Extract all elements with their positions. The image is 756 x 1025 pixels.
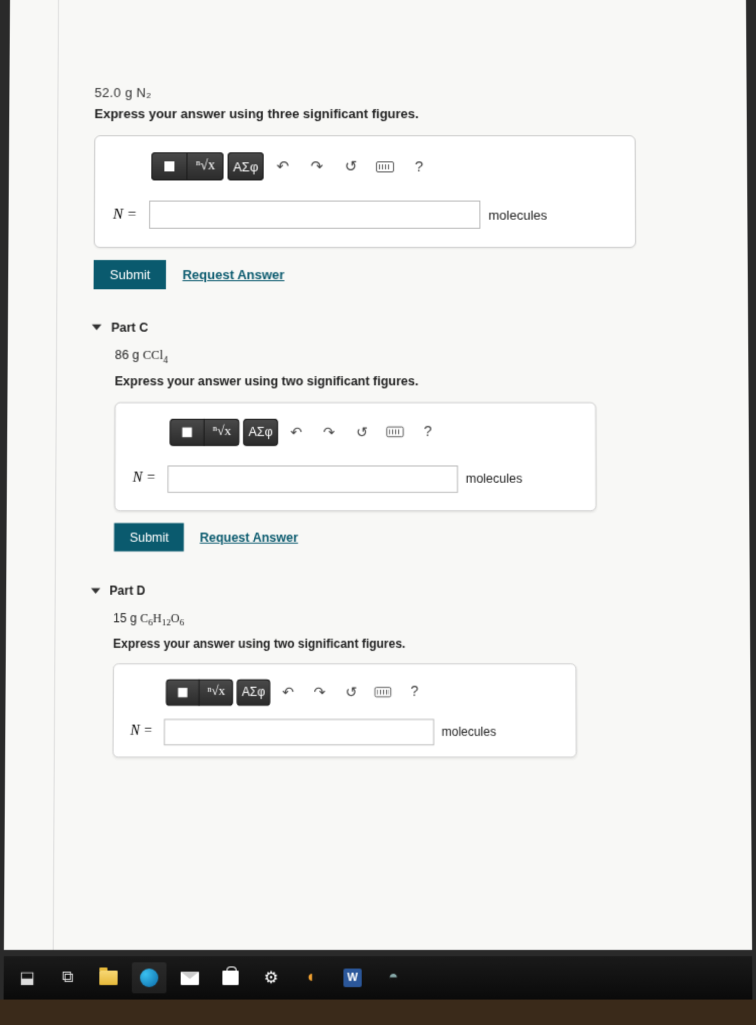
- partb-unit-label: molecules: [488, 207, 547, 222]
- format-button-group: ⁿ√x: [170, 418, 240, 445]
- chevron-down-icon: [92, 324, 102, 330]
- partc-submit-row: Submit Request Answer: [114, 523, 685, 551]
- partb-submit-row: Submit Request Answer: [94, 260, 708, 289]
- sqrt-button[interactable]: ⁿ√x: [199, 679, 233, 705]
- settings-icon[interactable]: ⚙: [254, 962, 289, 993]
- partc-instruction: Express your answer using two significan…: [115, 374, 684, 389]
- redo-icon[interactable]: ↷: [306, 679, 334, 705]
- undo-icon[interactable]: ↶: [274, 679, 302, 705]
- greek-button[interactable]: ΑΣφ: [237, 679, 271, 705]
- request-answer-link[interactable]: Request Answer: [183, 267, 285, 282]
- partb-toolbar: ⁿ√x ΑΣφ ↶ ↷ ↺ ?: [151, 152, 616, 180]
- keyboard-icon[interactable]: [369, 679, 397, 705]
- greek-button-group: ΑΣφ: [237, 679, 271, 705]
- undo-icon[interactable]: ↶: [268, 152, 298, 180]
- task-view-icon[interactable]: ⧉: [50, 962, 85, 993]
- partd-title: Part D: [110, 583, 146, 597]
- partc-answer-box: ⁿ√x ΑΣφ ↶ ↷ ↺ ? N = molecules: [114, 402, 596, 511]
- partc-unit-label: molecules: [466, 471, 523, 486]
- format-button-group: ⁿ√x: [151, 152, 223, 180]
- reset-icon[interactable]: ↺: [337, 679, 365, 705]
- keyboard-icon[interactable]: [381, 418, 410, 445]
- redo-icon[interactable]: ↷: [302, 152, 332, 180]
- chevron-down-icon: [91, 587, 100, 593]
- redo-icon[interactable]: ↷: [315, 418, 344, 445]
- partd-toolbar: ⁿ√x ΑΣφ ↶ ↷ ↺ ?: [166, 679, 559, 705]
- mail-icon[interactable]: [172, 962, 207, 993]
- greek-button-group: ΑΣφ: [243, 418, 278, 445]
- partc-title: Part C: [111, 320, 148, 335]
- partd-problem-text: 15 g C6H12O6: [113, 610, 661, 627]
- help-icon[interactable]: ?: [401, 679, 429, 705]
- reset-icon[interactable]: ↺: [348, 418, 377, 445]
- partc-variable-label: N =: [133, 470, 160, 487]
- partd-answer-row: N = molecules: [130, 718, 559, 744]
- app-icon[interactable]: ◐: [295, 962, 330, 993]
- page-content-area: 52.0 g N₂ Express your answer using thre…: [4, 0, 752, 950]
- format-button-group: ⁿ√x: [166, 679, 233, 705]
- request-answer-link[interactable]: Request Answer: [200, 530, 298, 545]
- greek-button[interactable]: ΑΣφ: [243, 418, 278, 445]
- submit-button[interactable]: Submit: [94, 260, 167, 289]
- partd-answer-input[interactable]: [164, 718, 434, 744]
- app-icon-2[interactable]: ◓: [376, 962, 411, 993]
- partc-answer-input[interactable]: [168, 465, 458, 492]
- partb-variable-label: N =: [113, 206, 141, 223]
- partb-answer-input[interactable]: [149, 201, 480, 229]
- greek-button[interactable]: ΑΣφ: [228, 152, 264, 180]
- partb-answer-box: ⁿ√x ΑΣφ ↶ ↷ ↺ ? N = molecules: [94, 135, 636, 248]
- partd-header[interactable]: Part D: [91, 583, 661, 597]
- template-button[interactable]: [166, 679, 200, 705]
- partb-problem-text: 52.0 g N₂: [95, 85, 707, 100]
- help-icon[interactable]: ?: [413, 418, 442, 445]
- partc-problem-text: 86 g CCl4: [115, 348, 684, 366]
- keyboard-icon[interactable]: [370, 152, 400, 180]
- greek-button-group: ΑΣφ: [228, 152, 264, 180]
- store-icon[interactable]: [213, 962, 248, 993]
- partc-toolbar: ⁿ√x ΑΣφ ↶ ↷ ↺ ?: [170, 418, 578, 445]
- partd-instruction: Express your answer using two significan…: [113, 635, 661, 649]
- partc-answer-row: N = molecules: [133, 465, 578, 492]
- windows-taskbar: ⬓ ⧉ ⚙ ◐ W ◓: [4, 956, 753, 999]
- sqrt-button[interactable]: ⁿ√x: [187, 152, 223, 180]
- desk-edge: [0, 1000, 756, 1025]
- template-button[interactable]: [170, 418, 205, 445]
- partb-answer-row: N = molecules: [113, 201, 617, 229]
- word-icon[interactable]: W: [335, 962, 370, 993]
- template-button[interactable]: [151, 152, 187, 180]
- file-explorer-icon[interactable]: [91, 962, 126, 993]
- notifications-icon[interactable]: ⬓: [10, 962, 45, 993]
- edge-browser-icon[interactable]: [132, 962, 167, 993]
- submit-button[interactable]: Submit: [114, 523, 184, 551]
- partb-instruction: Express your answer using three signific…: [94, 106, 706, 121]
- reset-icon[interactable]: ↺: [336, 152, 366, 180]
- undo-icon[interactable]: ↶: [282, 418, 311, 445]
- help-icon[interactable]: ?: [404, 152, 434, 180]
- partd-variable-label: N =: [130, 723, 156, 739]
- partc-header[interactable]: Part C: [92, 320, 684, 335]
- partd-unit-label: molecules: [442, 724, 497, 738]
- sqrt-button[interactable]: ⁿ√x: [204, 418, 239, 445]
- partd-answer-box: ⁿ√x ΑΣφ ↶ ↷ ↺ ? N = molecules: [113, 663, 577, 757]
